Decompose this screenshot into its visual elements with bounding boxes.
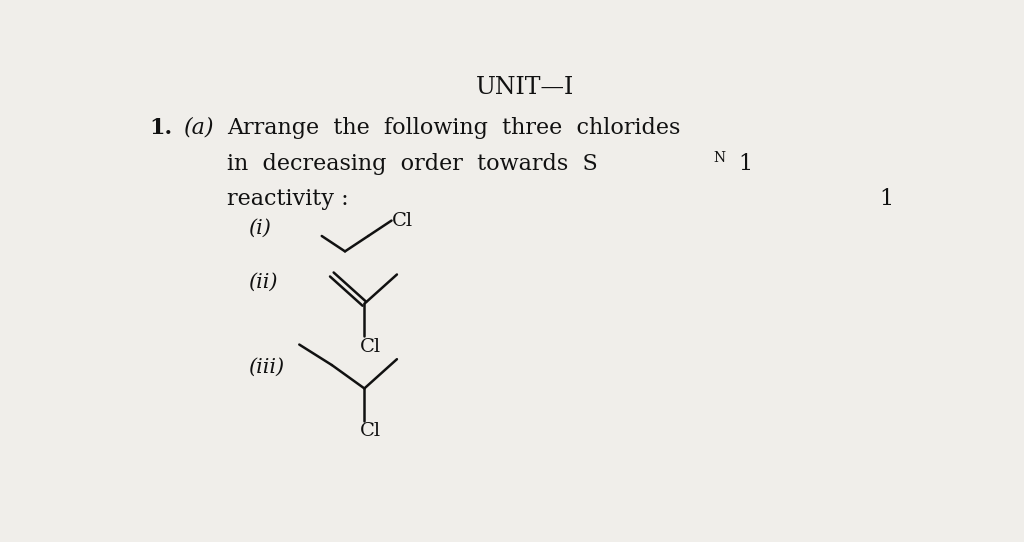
Text: UNIT—I: UNIT—I <box>476 76 573 99</box>
Text: 1.: 1. <box>150 117 173 139</box>
Text: (iii): (iii) <box>248 358 285 377</box>
Text: Cl: Cl <box>359 338 381 356</box>
Text: N: N <box>713 151 725 165</box>
Text: in  decreasing  order  towards  S: in decreasing order towards S <box>227 153 598 175</box>
Text: Arrange  the  following  three  chlorides: Arrange the following three chlorides <box>227 117 681 139</box>
Text: (i): (i) <box>248 219 271 238</box>
Text: reactivity :: reactivity : <box>227 188 349 210</box>
Text: 1: 1 <box>880 188 894 210</box>
Text: (ii): (ii) <box>248 273 278 292</box>
Text: Cl: Cl <box>391 211 413 230</box>
Text: Cl: Cl <box>359 422 381 440</box>
Text: 1: 1 <box>738 153 753 175</box>
Text: (a): (a) <box>183 117 214 139</box>
